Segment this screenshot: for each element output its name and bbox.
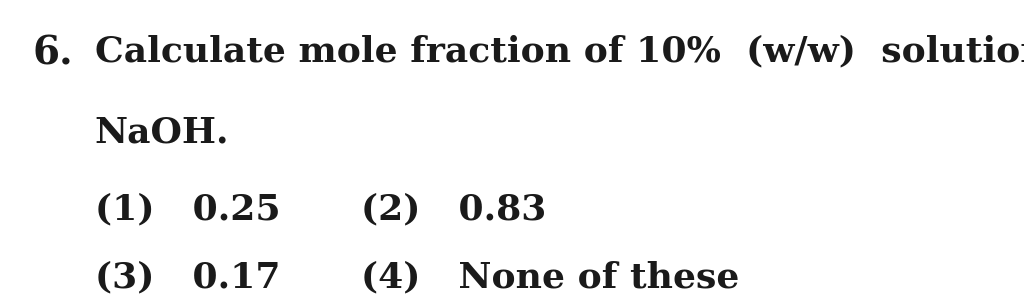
Text: (1)   0.25: (1) 0.25 xyxy=(94,192,281,226)
Text: Calculate mole fraction of 10%  (w/w)  solution  of: Calculate mole fraction of 10% (w/w) sol… xyxy=(94,34,1024,68)
Text: (4)   None of these: (4) None of these xyxy=(360,260,739,294)
Text: (2)   0.83: (2) 0.83 xyxy=(360,192,546,226)
Text: 6.: 6. xyxy=(33,34,73,72)
Text: (3)   0.17: (3) 0.17 xyxy=(94,260,281,294)
Text: NaOH.: NaOH. xyxy=(94,116,229,150)
